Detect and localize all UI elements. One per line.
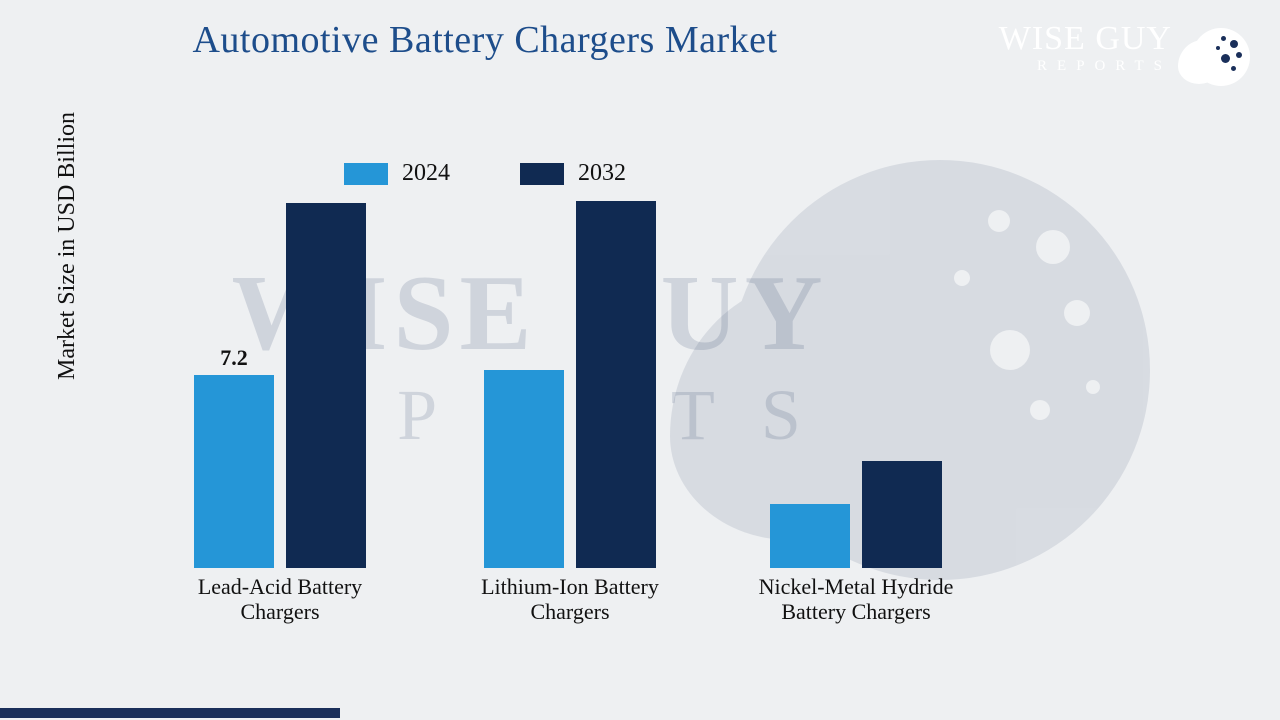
- brand-logo: WISE GUY REPORTS: [999, 22, 1250, 92]
- legend-item-2032: 2032: [520, 160, 626, 187]
- bar-value-label: 7.2: [194, 345, 274, 371]
- category-label: Lithium-Ion Battery Chargers: [460, 574, 680, 625]
- bar-2032: [862, 461, 942, 568]
- logo-head-icon: [1180, 22, 1250, 92]
- bar-2032: [286, 203, 366, 568]
- bar-2024: [484, 370, 564, 568]
- bar-group: Lithium-Ion Battery Chargers: [484, 198, 656, 568]
- logo-line2: REPORTS: [999, 58, 1172, 75]
- logo-line1: WISE GUY: [999, 22, 1172, 56]
- bar-2024: [770, 504, 850, 568]
- legend: 2024 2032: [0, 160, 970, 187]
- chart-title: Automotive Battery Chargers Market: [0, 18, 970, 62]
- y-axis-label: Market Size in USD Billion: [54, 112, 81, 380]
- legend-swatch-2024: [344, 163, 388, 185]
- category-label: Nickel-Metal Hydride Battery Chargers: [746, 574, 966, 625]
- plot-area: 7.2Lead-Acid Battery Chargers Lithium-Ion…: [130, 198, 960, 568]
- bar-2032: [576, 201, 656, 568]
- chart-stage: WISE GUY REPORTS Automotive Battery Char…: [0, 0, 1280, 720]
- bar-2024: [194, 375, 274, 568]
- category-label: Lead-Acid Battery Chargers: [170, 574, 390, 625]
- bar-group: Nickel-Metal Hydride Battery Chargers: [770, 198, 942, 568]
- bar-group: 7.2Lead-Acid Battery Chargers: [194, 198, 366, 568]
- legend-item-2024: 2024: [344, 160, 450, 187]
- legend-label-2024: 2024: [402, 160, 450, 187]
- bottom-accent-line: [0, 708, 340, 718]
- legend-label-2032: 2032: [578, 160, 626, 187]
- legend-swatch-2032: [520, 163, 564, 185]
